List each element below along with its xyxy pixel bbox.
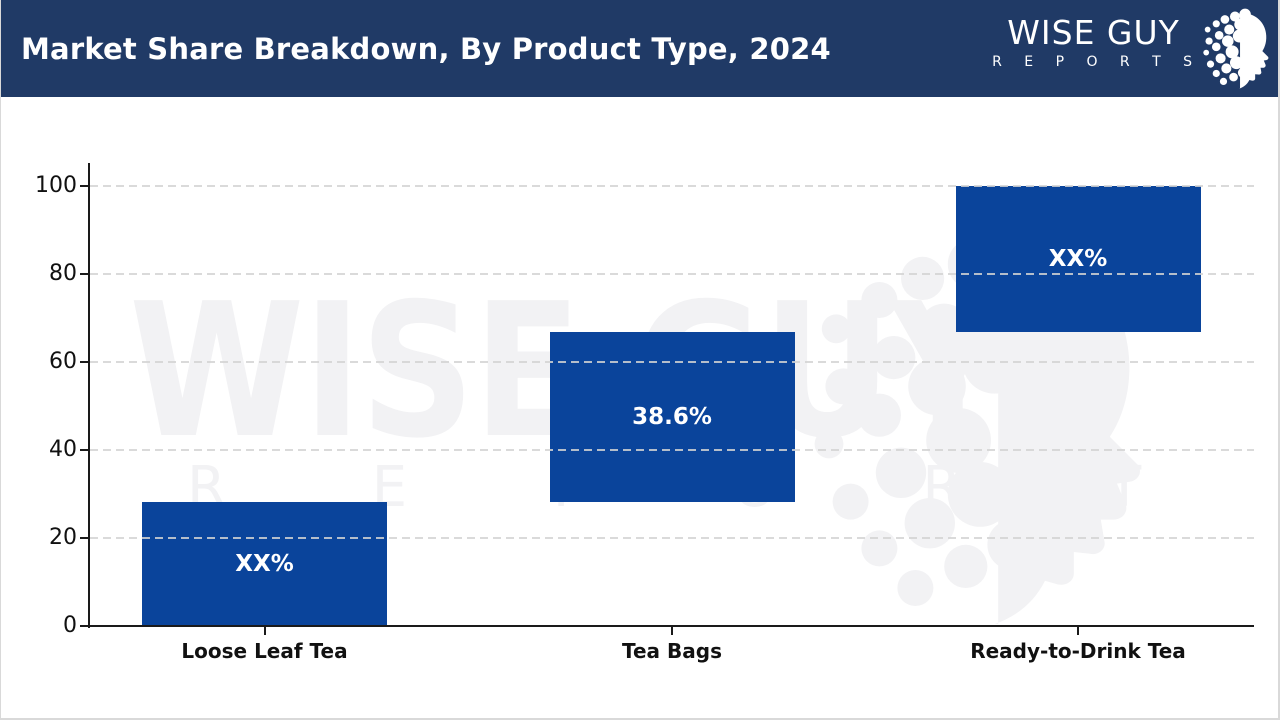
bar-segment: XX% [142, 501, 387, 626]
x-tick-mark [263, 626, 266, 635]
bar-value-label: XX% [235, 550, 294, 577]
x-category-label: Tea Bags [622, 638, 722, 663]
y-tick-label: 60 [49, 348, 77, 374]
y-tick-mark [80, 360, 88, 363]
logo-subtext: R E P O R T S [992, 53, 1201, 70]
gridline [90, 272, 1254, 275]
y-tick-mark [80, 272, 88, 275]
x-category-label: Loose Leaf Tea [181, 638, 348, 663]
gridline [90, 536, 1254, 539]
gridline [90, 360, 1254, 363]
x-tick-mark [671, 626, 673, 635]
y-axis-line [88, 163, 90, 628]
page-title: Market Share Breakdown, By Product Type,… [21, 31, 831, 66]
x-tick-mark [1077, 626, 1079, 635]
bar-segment: XX% [955, 185, 1201, 333]
y-tick-mark [80, 536, 88, 539]
x-category-label: Ready-to-Drink Tea [970, 638, 1186, 663]
dotted-head-icon [1199, 7, 1271, 95]
bar-value-label: 38.6% [632, 403, 712, 430]
chart-area: 0 20 40 60 80 100 XX% Loose Leaf Tea 38.6% Tea Ba… [1, 97, 1278, 718]
bar-segment: 38.6% [549, 332, 795, 502]
gridline [90, 448, 1254, 451]
logo-wordmark: WISE GUY [1007, 13, 1180, 52]
header-bar: Market Share Breakdown, By Product Type,… [1, 0, 1278, 97]
y-tick-label: 0 [63, 612, 77, 638]
y-tick-label: 40 [49, 436, 77, 462]
y-tick-label: 80 [49, 260, 77, 286]
brand-logo: WISE GUY R E P O R T S [992, 4, 1271, 95]
y-tick-mark [80, 624, 88, 627]
gridline [90, 184, 1254, 187]
bar-value-label: XX% [1048, 245, 1108, 272]
y-tick-mark [80, 184, 88, 187]
y-tick-label: 100 [35, 172, 77, 198]
y-tick-mark [80, 448, 88, 451]
logo-text: WISE GUY R E P O R T S [986, 13, 1201, 70]
y-tick-label: 20 [49, 524, 77, 550]
x-axis-line [88, 624, 1254, 627]
